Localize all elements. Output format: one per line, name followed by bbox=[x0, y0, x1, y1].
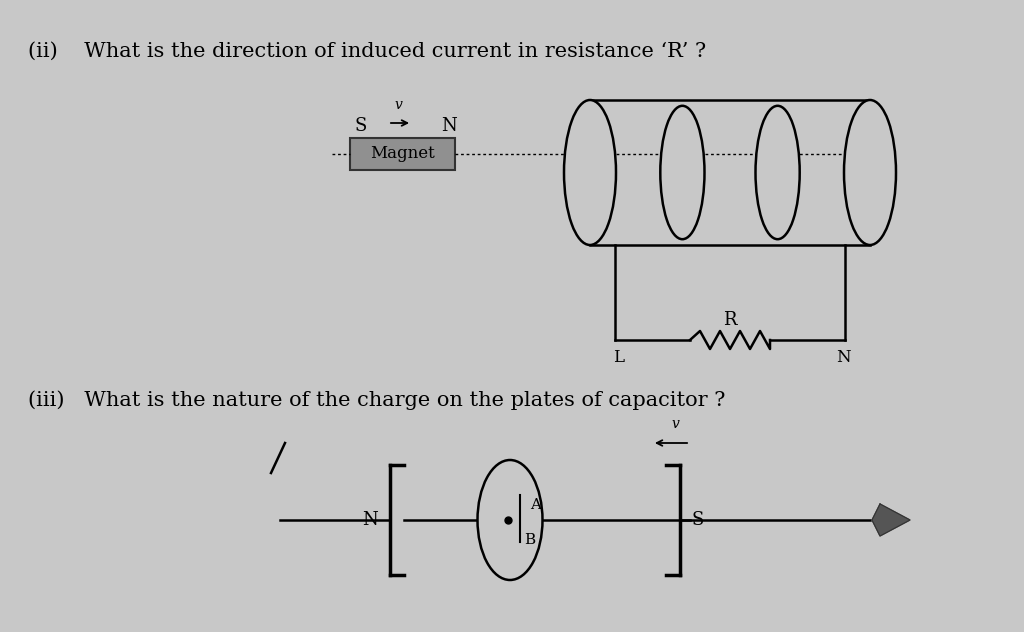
Text: B: B bbox=[524, 533, 536, 547]
Ellipse shape bbox=[660, 106, 705, 239]
Polygon shape bbox=[872, 504, 910, 536]
FancyBboxPatch shape bbox=[350, 138, 455, 170]
Ellipse shape bbox=[477, 460, 543, 580]
Ellipse shape bbox=[756, 106, 800, 239]
Text: N: N bbox=[441, 117, 457, 135]
Text: v: v bbox=[394, 98, 402, 112]
Text: N: N bbox=[362, 511, 378, 529]
Text: L: L bbox=[613, 349, 625, 367]
Text: A: A bbox=[530, 498, 541, 512]
Text: Magnet: Magnet bbox=[370, 145, 435, 162]
Ellipse shape bbox=[564, 100, 616, 245]
Text: S: S bbox=[354, 117, 367, 135]
Text: R: R bbox=[723, 311, 736, 329]
Text: (ii)    What is the direction of induced current in resistance ‘R’ ?: (ii) What is the direction of induced cu… bbox=[28, 42, 707, 61]
Text: v: v bbox=[671, 417, 679, 431]
Text: (iii)   What is the nature of the charge on the plates of capacitor ?: (iii) What is the nature of the charge o… bbox=[28, 390, 725, 410]
Ellipse shape bbox=[844, 100, 896, 245]
Text: N: N bbox=[836, 349, 850, 367]
Text: S: S bbox=[692, 511, 705, 529]
